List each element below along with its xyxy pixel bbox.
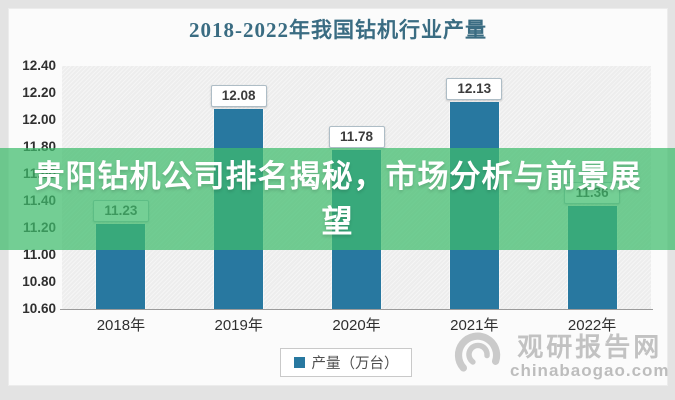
overlay-banner: 贵阳钻机公司排名揭秘，市场分析与前景展 望 <box>0 148 675 250</box>
chart-title: 2018-2022年我国钻机行业产量 <box>189 18 487 42</box>
y-tick-label: 12.20 <box>22 85 56 100</box>
y-tick-label: 11.00 <box>22 247 56 262</box>
legend: 产量（万台） <box>280 348 412 377</box>
watermark: 观研报告网 chinabaogao.com <box>448 324 670 388</box>
bar-value-label: 12.13 <box>446 78 503 100</box>
watermark-site-url: chinabaogao.com <box>510 360 670 380</box>
y-tick-label: 10.60 <box>22 301 56 316</box>
x-tick-label: 2022年 <box>567 317 617 334</box>
legend-label: 产量（万台） <box>311 356 399 372</box>
bar-value-label: 12.08 <box>210 85 267 107</box>
y-tick-label: 12.40 <box>22 58 56 73</box>
y-tick-label: 12.00 <box>22 112 56 127</box>
legend-swatch-icon <box>293 357 305 368</box>
x-tick-label: 2020年 <box>332 317 381 334</box>
bar-value-label: 11.78 <box>328 126 385 148</box>
y-tick-label: 10.80 <box>22 274 56 289</box>
x-axis-line <box>60 309 653 310</box>
banner-text-line-1: 贵阳钻机公司排名揭秘，市场分析与前景展 <box>33 159 642 194</box>
watermark-site-name: 观研报告网 <box>517 331 663 362</box>
x-tick-label: 2019年 <box>214 317 263 334</box>
x-tick-label: 2018年 <box>96 317 146 334</box>
x-tick-label: 2021年 <box>450 317 499 334</box>
watermark-swirl-logo-icon <box>448 325 506 388</box>
banner-text-line-2: 望 <box>321 204 354 239</box>
watermark-texts: 观研报告网 chinabaogao.com <box>510 333 670 380</box>
